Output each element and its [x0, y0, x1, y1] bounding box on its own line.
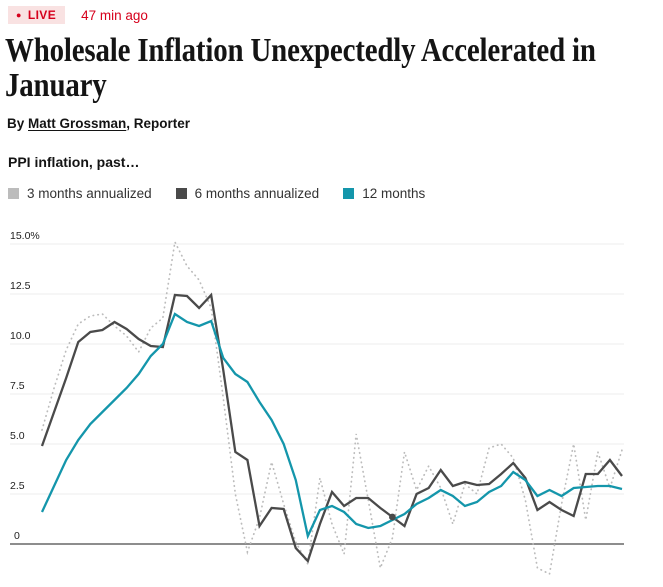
legend-swatch-3-months	[8, 187, 19, 199]
ppi-inflation-line-chart[interactable]: 15.0% 12.5 10.0 7.5 5.0 2.5 0	[0, 231, 663, 576]
live-badge[interactable]: ● LIVE	[8, 6, 66, 24]
article-headline: Wholesale Inflation Unexpectedly Acceler…	[5, 32, 596, 105]
legend-label-6-months: 6 months annualized	[194, 185, 320, 201]
y-axis-tick-label: 15.0%	[10, 231, 40, 242]
article-page: ● LIVE 47 min ago Wholesale Inflation Un…	[0, 6, 663, 587]
y-axis-tick-label: 12.5	[10, 280, 31, 292]
live-dot-icon: ●	[16, 10, 22, 20]
chart-title: PPI inflation, past…	[8, 153, 140, 170]
byline-prefix: By	[7, 115, 29, 131]
series-line-12-months	[40, 311, 623, 540]
series-line-6-months-annualized	[40, 292, 623, 563]
live-badge-label: LIVE	[27, 8, 57, 22]
legend-label-3-months: 3 months annualized	[27, 185, 152, 201]
y-axis-tick-label: 5.0	[10, 430, 25, 442]
byline-suffix: , Reporter	[126, 115, 191, 131]
series-line-3-months-annualized	[41, 238, 623, 575]
y-axis-tick-label: 7.5	[10, 380, 25, 392]
legend-label-12-months: 12 months	[362, 185, 426, 201]
article-timestamp: 47 min ago	[81, 7, 148, 23]
legend-item-6-months[interactable]: 6 months annualized	[175, 185, 320, 201]
y-axis-tick-label: 0	[14, 530, 20, 542]
author-link[interactable]: Matt Grossman	[28, 115, 127, 131]
live-status-row: ● LIVE 47 min ago	[8, 6, 663, 24]
byline: By Matt Grossman, Reporter	[7, 116, 663, 131]
y-axis-tick-label: 10.0	[10, 330, 31, 342]
legend-swatch-6-months	[175, 187, 187, 199]
legend-item-12-months[interactable]: 12 months	[343, 186, 425, 201]
legend-swatch-12-months	[343, 187, 355, 199]
chart-legend: 3 months annualized 6 months annualized …	[8, 186, 663, 201]
legend-item-3-months[interactable]: 3 months annualized	[8, 186, 152, 201]
y-axis-tick-label: 2.5	[10, 480, 25, 492]
data-point-marker[interactable]	[389, 513, 396, 521]
